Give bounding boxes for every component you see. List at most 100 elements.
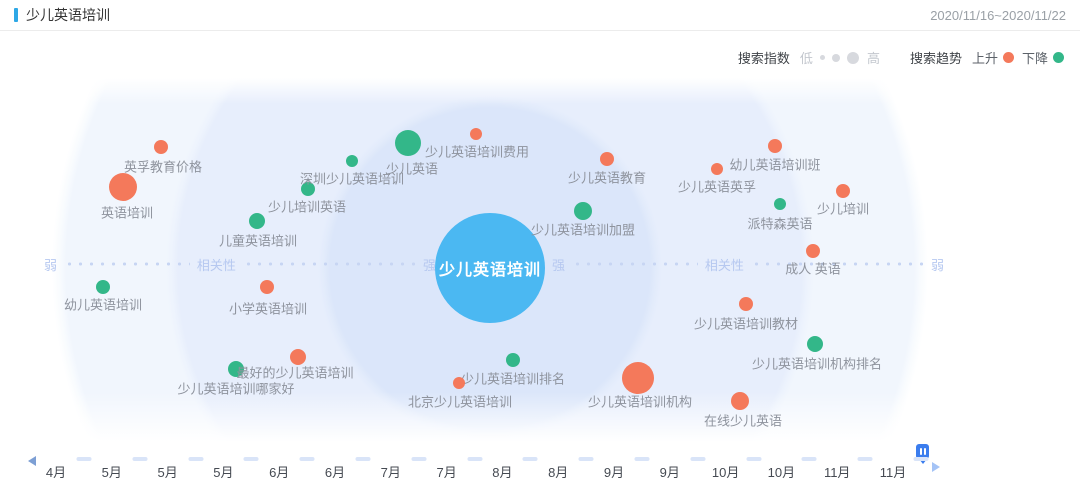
title-accent-bar <box>14 8 18 22</box>
relevance-axis-left: 弱 相关性 强 <box>44 255 436 273</box>
keyword-bubble[interactable] <box>301 182 315 196</box>
timeline-tick <box>913 457 929 461</box>
keyword-label: 少儿英语教育 <box>567 170 647 186</box>
keyword-label: 少儿英语培训加盟 <box>530 222 636 238</box>
keyword-bubble[interactable] <box>395 130 421 156</box>
keyword-bubble[interactable] <box>806 244 820 258</box>
axis-dotted-line <box>64 262 190 266</box>
keyword-bubble[interactable] <box>739 297 753 311</box>
keyword-bubble[interactable] <box>622 362 654 394</box>
date-range: 2020/11/16~2020/11/22 <box>930 7 1066 23</box>
timeline-tick <box>634 457 650 461</box>
center-keyword-bubble[interactable]: 少儿英语培训 <box>435 213 545 323</box>
keyword-label: 少儿培训 <box>816 201 870 217</box>
legend-up-label: 上升 <box>971 51 998 66</box>
keyword-label: 少儿英语培训教材 <box>693 316 799 332</box>
timeline-tick <box>801 457 817 461</box>
legend-low-label: 低 <box>799 51 813 66</box>
page-title: 少儿英语培训 <box>26 7 110 23</box>
keyword-bubble[interactable] <box>768 139 782 153</box>
axis-weak-label: 弱 <box>930 257 944 273</box>
keyword-bubble[interactable] <box>228 361 244 377</box>
keyword-label: 少儿英语培训哪家好 <box>177 381 295 397</box>
keyword-label: 幼儿英语培训 <box>63 297 143 313</box>
keyword-bubble[interactable] <box>260 280 274 294</box>
timeline-tick <box>578 457 594 461</box>
keyword-bubble[interactable] <box>711 163 723 175</box>
keyword-label: 深圳少儿英语培训 <box>299 171 405 187</box>
header: 少儿英语培训 2020/11/16~2020/11/22 <box>0 0 1080 31</box>
keyword-label: 成人 英语 <box>785 261 841 277</box>
timeline-tick <box>746 457 762 461</box>
legend-high-label: 高 <box>866 51 880 66</box>
keyword-bubble[interactable] <box>836 184 850 198</box>
axis-relevance-label: 相关性 <box>196 257 236 273</box>
keyword-bubble[interactable] <box>453 377 465 389</box>
axis-strong-label: 强 <box>422 257 436 273</box>
keyword-bubble[interactable] <box>249 213 265 229</box>
keyword-label: 少儿培训英语 <box>267 199 347 215</box>
size-dot-small-icon <box>819 55 825 60</box>
keyword-bubble[interactable] <box>470 128 482 140</box>
legend-index-label: 搜索指数 <box>737 51 790 66</box>
keyword-bubble[interactable] <box>154 140 168 154</box>
keyword-label: 少儿英语培训机构排名 <box>751 356 883 372</box>
timeline-prev-arrow-icon[interactable] <box>28 456 36 466</box>
timeline-month-label: 5月 <box>157 465 178 480</box>
keyword-label: 最好的少儿英语培训 <box>236 365 354 381</box>
timeline-tick <box>355 457 371 461</box>
legend-down-label: 下降 <box>1021 51 1048 66</box>
axis-relevance-label: 相关性 <box>704 257 744 273</box>
relevance-axis-right: 强 相关性 弱 <box>552 255 944 273</box>
timeline-month-label: 5月 <box>101 465 122 480</box>
timeline-month-label: 6月 <box>269 465 290 480</box>
timeline-tick <box>467 457 483 461</box>
keyword-bubble[interactable] <box>731 392 749 410</box>
axis-dotted-line <box>750 262 924 266</box>
timeline-tick <box>299 457 315 461</box>
size-dot-medium-icon <box>831 53 840 62</box>
timeline-month-label: 8月 <box>492 465 513 480</box>
up-trend-dot-icon <box>1002 52 1014 63</box>
handle-pause-bar <box>923 448 926 455</box>
keyword-bubble[interactable] <box>807 336 823 352</box>
timeline-month-label: 10月 <box>711 465 740 480</box>
keyword-label: 儿童英语培训 <box>218 233 298 249</box>
axis-weak-label: 弱 <box>44 257 58 273</box>
axis-dotted-line <box>242 262 416 266</box>
keyword-bubble[interactable] <box>506 353 520 367</box>
keyword-bubble[interactable] <box>574 202 592 220</box>
timeline-month-label: 7月 <box>380 465 401 480</box>
legend-trend-label: 搜索趋势 <box>909 51 962 66</box>
keyword-label: 在线少儿英语 <box>703 413 783 429</box>
keyword-label: 小学英语培训 <box>228 301 308 317</box>
timeline-tick <box>243 457 259 461</box>
keyword-bubble[interactable] <box>96 280 110 294</box>
axis-dotted-line <box>572 262 698 266</box>
timeline-month-label: 4月 <box>45 465 67 480</box>
keyword-label: 少儿英语培训费用 <box>424 144 530 160</box>
timeline-tick <box>690 457 706 461</box>
timeline-month-label: 8月 <box>548 465 569 480</box>
timeline-next-arrow-icon[interactable] <box>932 462 940 472</box>
timeline-month-label: 9月 <box>659 465 680 480</box>
keyword-label: 北京少儿英语培训 <box>407 394 513 410</box>
keyword-bubble[interactable] <box>290 349 306 365</box>
timeline-month-label: 7月 <box>436 465 457 480</box>
axis-strong-label: 强 <box>552 257 566 273</box>
keyword-bubble[interactable] <box>600 152 614 166</box>
timeline-tick <box>857 457 873 461</box>
keyword-label: 少儿英语 <box>385 161 439 177</box>
keyword-bubble[interactable] <box>774 198 786 210</box>
keyword-bubble[interactable] <box>346 155 358 167</box>
keyword-label: 少儿英语英孚 <box>677 179 757 195</box>
timeline-slider-handle[interactable] <box>916 444 929 459</box>
timeline-tick <box>132 457 148 461</box>
handle-pause-bar <box>919 448 922 455</box>
timeline-month-label: 6月 <box>324 465 346 480</box>
timeline-month-label: 11月 <box>823 465 851 480</box>
keyword-label: 英语培训 <box>100 205 154 221</box>
keyword-bubble[interactable] <box>109 173 137 201</box>
